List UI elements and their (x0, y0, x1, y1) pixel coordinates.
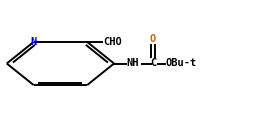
Text: N: N (30, 37, 37, 47)
Text: C: C (150, 59, 156, 68)
Text: NH: NH (127, 59, 139, 68)
Text: OBu-t: OBu-t (166, 59, 197, 68)
Text: CHO: CHO (103, 37, 122, 47)
Text: O: O (150, 34, 156, 44)
